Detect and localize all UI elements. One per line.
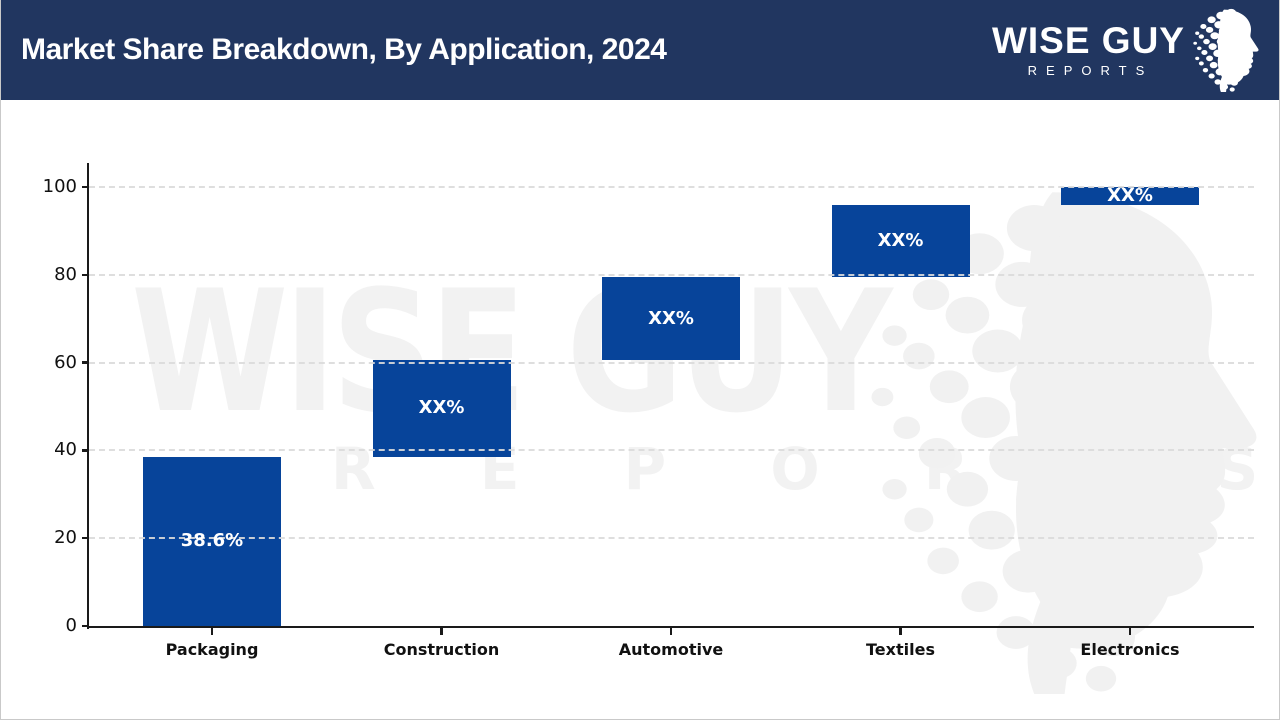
- gridline-100: [89, 186, 1254, 188]
- y-axis-spine: [86, 163, 89, 629]
- bar-electronics: [1061, 187, 1199, 205]
- logo-subtitle: REPORTS: [1027, 63, 1154, 78]
- y-tick-label: 80: [54, 263, 77, 285]
- y-tick-label: 0: [65, 615, 77, 636]
- chart-title: Market Share Breakdown, By Application, …: [21, 33, 667, 66]
- x-tick-mark: [440, 628, 443, 635]
- y-tick-mark: [82, 624, 89, 628]
- bar-value-label: XX%: [648, 307, 694, 329]
- header-bar: Market Share Breakdown, By Application, …: [1, 0, 1279, 100]
- y-tick-mark: [82, 185, 89, 189]
- y-tick-mark: [82, 449, 89, 452]
- x-category-label-textiles: Textiles: [866, 640, 935, 659]
- y-tick-mark: [82, 273, 89, 277]
- y-tick-label: 20: [54, 527, 77, 549]
- x-tick-mark: [1128, 628, 1132, 635]
- y-tick-label: 60: [54, 351, 77, 373]
- watermark-face-icon: [871, 187, 1257, 694]
- logo-wordmark: WISE GUY: [991, 20, 1185, 61]
- x-tick-mark: [210, 628, 214, 635]
- y-tick-mark: [82, 361, 89, 364]
- x-axis-spine: [86, 625, 1254, 628]
- watermark-wordmark: WISE GUY: [131, 254, 893, 450]
- x-category-label-automotive: Automotive: [618, 640, 724, 659]
- logo-text: WISE GUY REPORTS: [992, 22, 1185, 78]
- x-category-label-packaging: Packaging: [165, 640, 259, 659]
- x-category-label-construction: Construction: [383, 640, 500, 659]
- y-tick-mark: [82, 536, 89, 540]
- bar-construction: [372, 360, 511, 457]
- wise-guy-reports-logo: WISE GUY REPORTS: [992, 8, 1261, 92]
- bar-value-label: 38.6%: [180, 530, 244, 552]
- y-tick-label: 40: [54, 439, 77, 461]
- dotted-face-icon: [1193, 8, 1259, 92]
- bar-value-label: XX%: [1107, 184, 1153, 206]
- gridline-80: [89, 273, 1254, 276]
- bar-value-label: XX%: [877, 229, 924, 251]
- bar-automotive: [602, 276, 740, 361]
- x-tick-mark: [899, 628, 902, 635]
- bar-textiles: [831, 204, 970, 277]
- bar-packaging: [143, 456, 281, 626]
- y-tick-label: 100: [42, 176, 77, 197]
- bar-value-label: XX%: [418, 397, 465, 419]
- gridline-20: [89, 537, 1254, 540]
- x-tick-mark: [669, 628, 673, 635]
- gridline-40: [89, 449, 1254, 452]
- x-category-label-electronics: Electronics: [1080, 640, 1180, 659]
- gridline-60: [89, 361, 1254, 364]
